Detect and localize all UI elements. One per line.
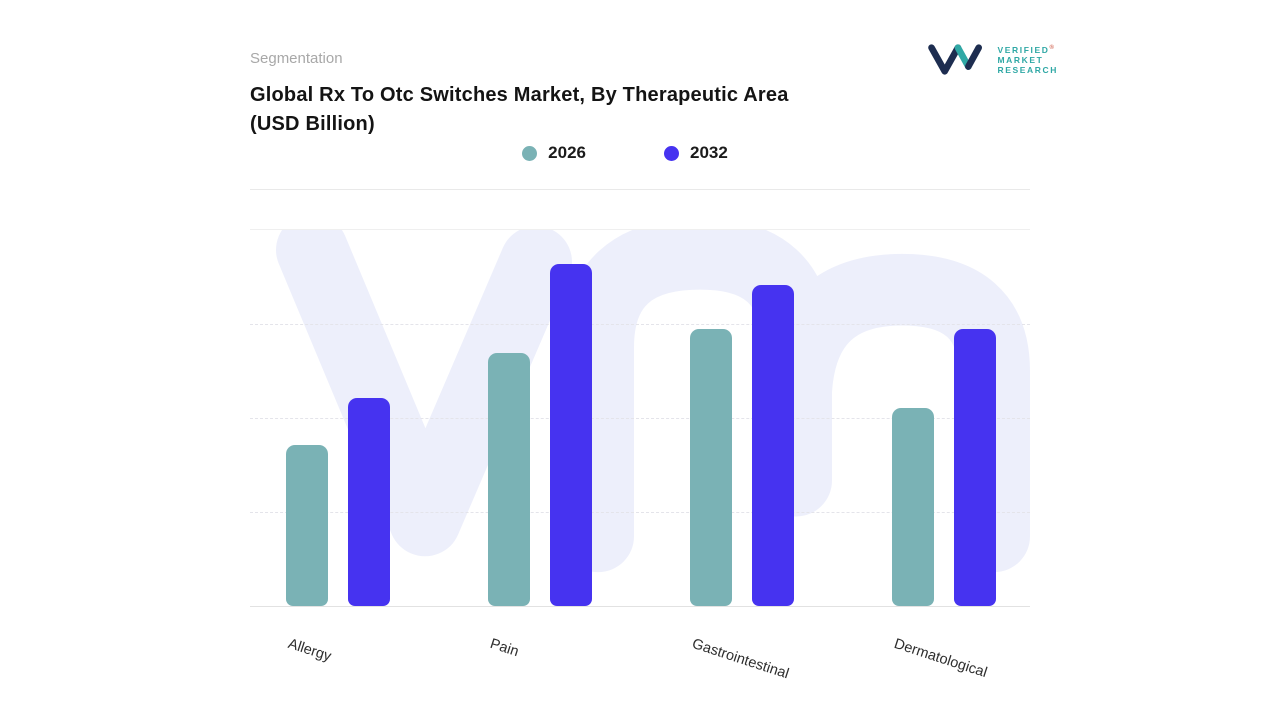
bar-dermatological-2026[interactable] [892,407,934,606]
category-label-gastrointestinal: Gastrointestinal [690,636,791,683]
legend-label-2032: 2032 [690,143,728,162]
category-label-pain: Pain [488,636,521,661]
logo-word-verified: VERIFIED [997,44,1050,55]
bar-group-dermatological: Dermatological [892,230,996,681]
bar-dermatological-2032[interactable] [954,329,996,606]
segmentation-label: Segmentation [250,50,343,67]
legend-swatch-2026 [522,145,538,161]
chart-title: Global Rx To Otc Switches Market, By The… [250,81,1030,139]
bar-allergy-2026[interactable] [286,445,328,606]
gridline [250,324,1030,325]
legend-item-2026[interactable]: 2026 [522,143,586,163]
logo-word-research: RESEARCH [997,64,1058,75]
bar-pain-2032[interactable] [550,264,592,606]
bar-chart: Allergy Pain Gastrointestinal Dermatologica… [250,229,1030,682]
logo-word-market: MARKET [997,54,1044,65]
legend-label-2026: 2026 [548,143,586,162]
plot-area: Allergy Pain Gastrointestinal Dermatologica… [250,230,1030,682]
vmr-logo-icon [928,44,983,75]
category-label-dermatological: Dermatological [892,636,989,682]
category-label-allergy: Allergy [286,636,334,665]
registered-mark: ® [1049,45,1054,52]
bar-group-allergy: Allergy [286,230,390,665]
gridline [250,418,1030,419]
chart-legend: 2026 2032 [235,143,1015,163]
bar-gastrointestinal-2026[interactable] [690,329,732,606]
chart-title-line2: (USD Billion) [250,113,375,135]
bar-gastrointestinal-2032[interactable] [752,284,794,606]
legend-item-2032[interactable]: 2032 [664,143,728,163]
legend-swatch-2032 [664,145,679,161]
bar-group-pain: Pain [488,230,592,660]
bar-group-gastrointestinal: Gastrointestinal [690,230,794,682]
gridline [250,512,1030,513]
bar-pain-2026[interactable] [488,353,530,606]
vmr-logo: VERIFIED® MARKET RESEARCH [926,42,1058,76]
divider [250,189,1030,190]
content: Segmentation Global Rx To Otc Switches M… [250,0,1030,682]
vmr-logo-text: VERIFIED® MARKET RESEARCH [997,43,1058,75]
chart-title-line1: Global Rx To Otc Switches Market, By The… [250,84,789,106]
bar-allergy-2032[interactable] [348,397,390,606]
